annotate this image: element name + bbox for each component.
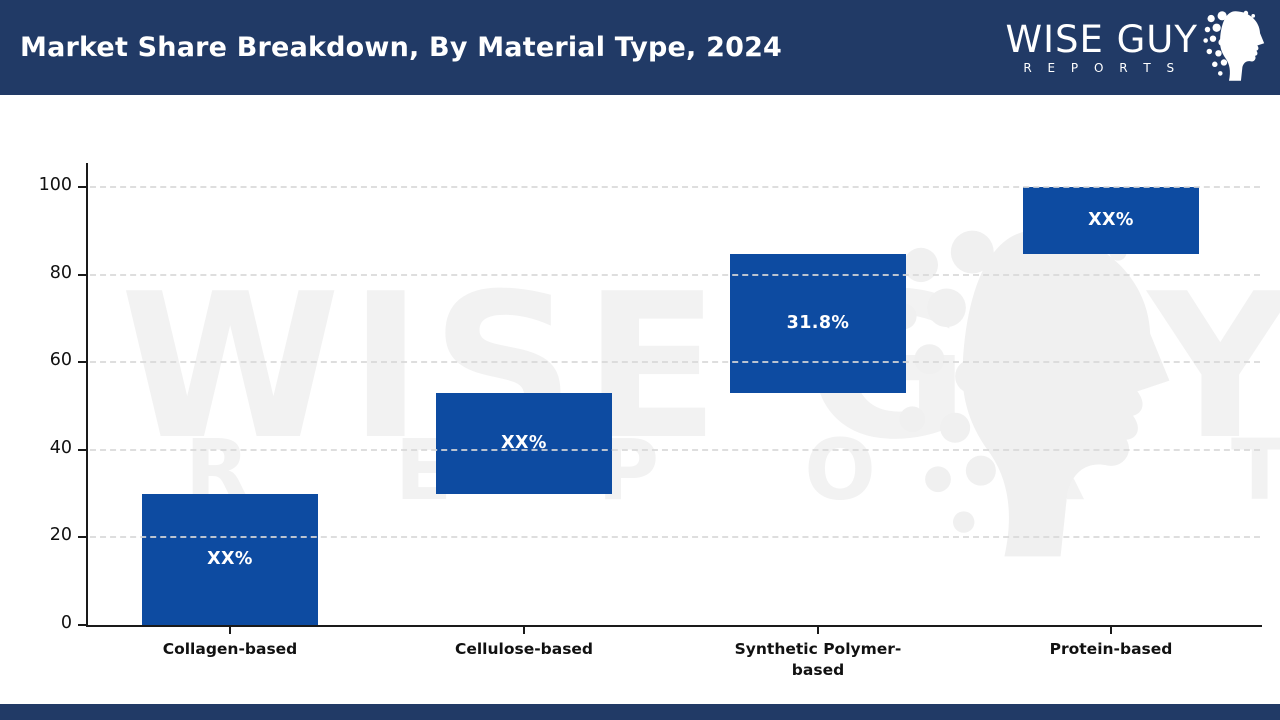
y-tick-mark [78,536,86,539]
category-label: Cellulose-based [454,640,594,658]
y-tick-mark [78,273,86,276]
bar-value-label: 31.8% [786,313,850,334]
bar-protein-based: XX% [1023,187,1199,254]
bar-value-label: XX% [1088,210,1134,231]
y-tick-mark [78,624,86,626]
category-label: Collagen-based [162,640,298,658]
y-tick-mark [78,361,86,364]
y-tick-mark [78,448,86,451]
logo-text: WISE GUY R E P O R T S [1006,21,1198,75]
y-tick-label: 100 [38,175,72,195]
x-tick-mark [229,627,231,634]
grid-line [90,361,1260,364]
bar-synthetic-polymer-based: 31.8% [730,253,906,393]
bar-value-label: XX% [501,433,547,454]
y-tick-mark [78,186,86,188]
page-title: Market Share Breakdown, By Material Type… [20,32,783,63]
footer-bar [0,704,1280,720]
bar-value-label: XX% [207,549,253,570]
logo-subtext: R E P O R T S [1023,60,1181,75]
x-tick-mark [1110,627,1112,634]
bar-collagen-based: XX% [142,493,318,625]
grid-line [90,273,1260,276]
x-tick-mark [817,627,819,634]
logo-wordmark: WISE GUY [1005,17,1198,61]
y-tick-label: 40 [49,437,72,458]
bar-cellulose-based: XX% [436,392,612,494]
category-label: Protein-based [1049,640,1173,658]
grid-line [90,186,1260,188]
category-label: Synthetic Polymer- based [734,640,902,679]
y-tick-label: 20 [49,525,72,546]
y-tick-label: 80 [49,262,72,283]
dotted-head-icon [1202,9,1266,87]
grid-line [90,448,1260,451]
x-tick-mark [523,627,525,634]
y-axis-line [86,163,88,627]
header: Market Share Breakdown, By Material Type… [0,0,1280,95]
wise-guy-reports-logo: WISE GUY R E P O R T S [1006,9,1266,87]
y-tick-label: 60 [49,350,72,371]
y-tick-label: 0 [60,613,72,633]
x-axis-line [86,625,1262,627]
grid-line [90,536,1260,539]
